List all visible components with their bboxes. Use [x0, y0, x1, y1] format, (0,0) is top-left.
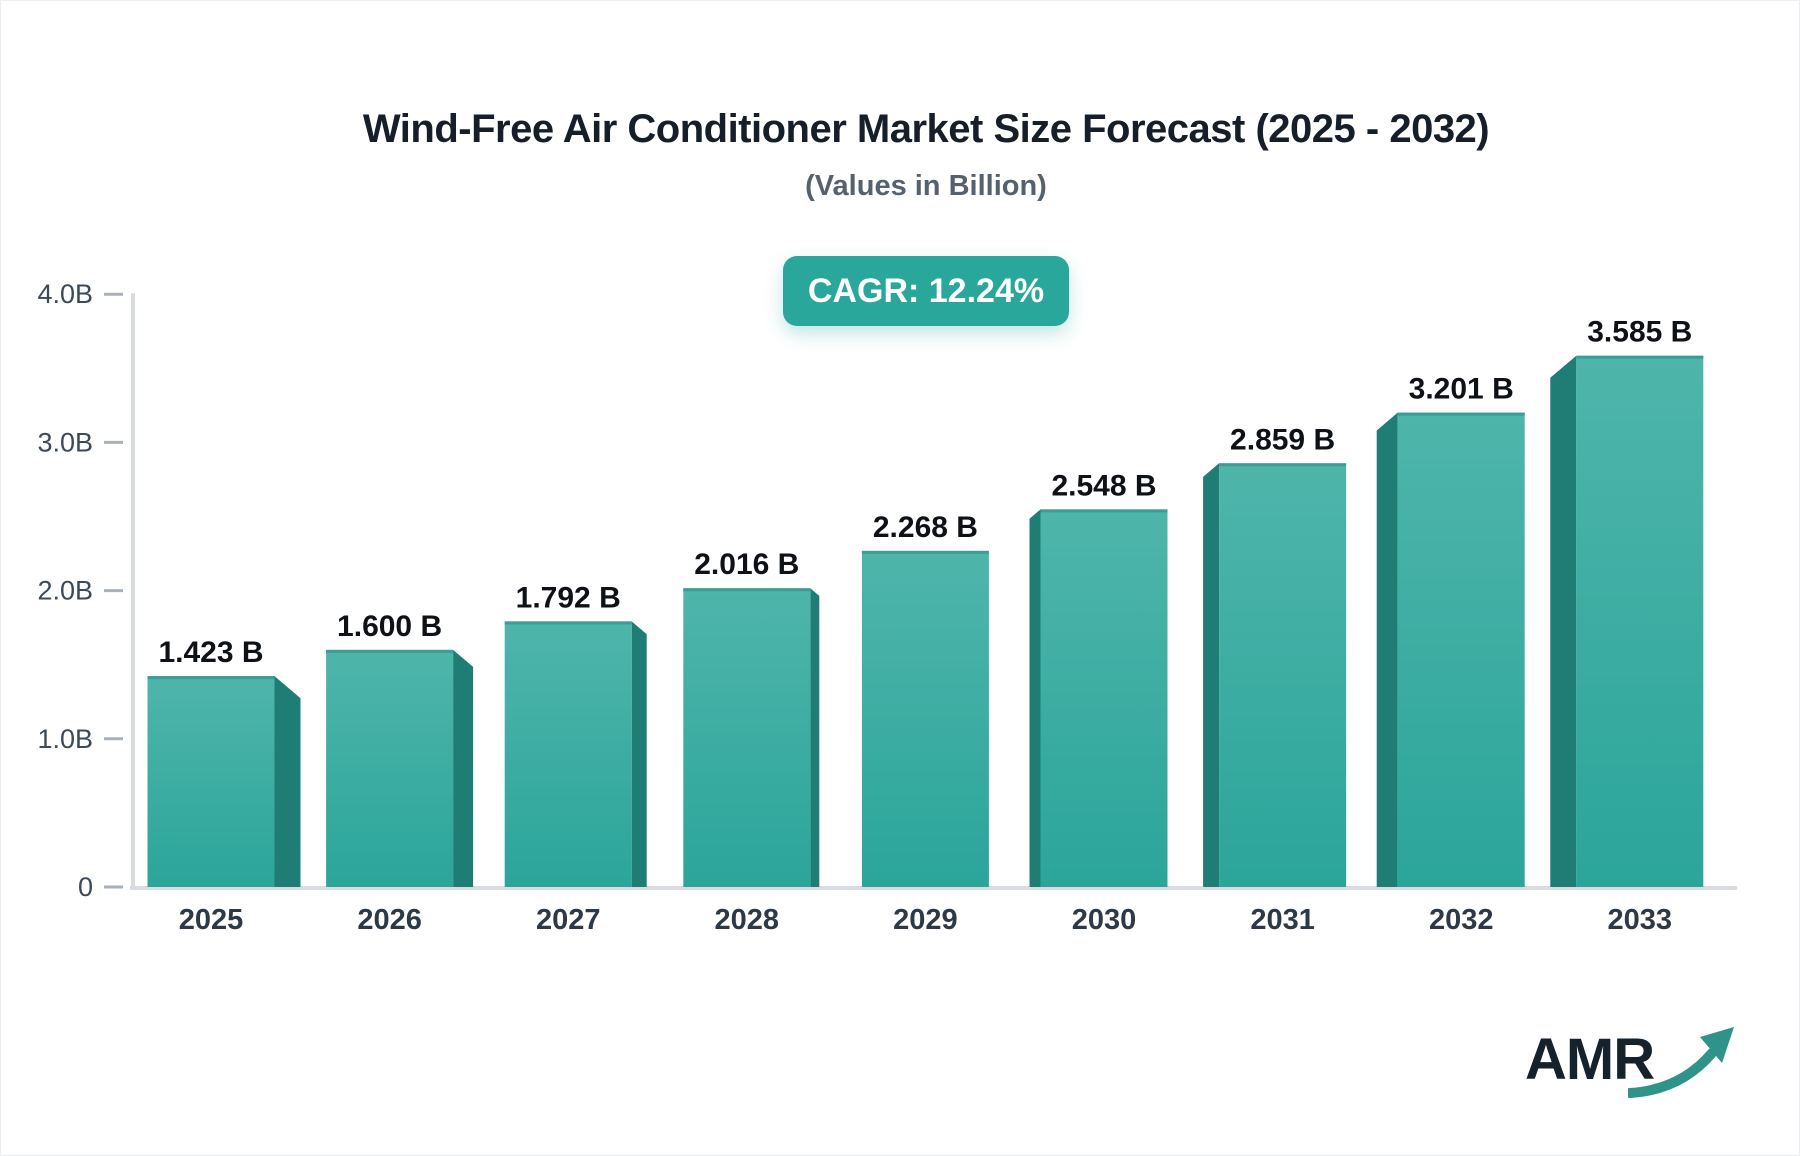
bar-value-label: 2.548 B	[1051, 469, 1156, 502]
bar-value-label: 3.201 B	[1409, 373, 1514, 406]
bar-side-face	[631, 621, 647, 887]
bar-value-label: 1.792 B	[516, 581, 621, 614]
bar	[1576, 355, 1704, 887]
x-axis-label: 2033	[1608, 904, 1673, 936]
bar-group: 1.600 B 2026	[326, 610, 474, 936]
bar-side-face	[274, 676, 301, 887]
bar-side-face	[1203, 463, 1220, 887]
bar-side-face	[1376, 412, 1398, 887]
bar-value-label: 2.016 B	[694, 548, 799, 581]
x-axis-label: 2032	[1429, 904, 1494, 936]
bar	[326, 649, 454, 887]
x-axis-label: 2031	[1250, 904, 1315, 936]
bar	[1397, 412, 1525, 887]
bar	[861, 550, 989, 887]
bar-group: 2.016 B 2028	[683, 548, 820, 936]
bar	[1040, 509, 1168, 887]
y-axis-label: 4.0B	[37, 279, 93, 309]
y-axis-label: 2.0B	[37, 576, 93, 606]
y-axis-label: 3.0B	[37, 427, 93, 457]
x-axis-label: 2026	[357, 904, 422, 936]
x-axis-label: 2027	[536, 904, 601, 936]
amr-logo: AMR	[1525, 1027, 1740, 1103]
x-axis-label: 2025	[179, 904, 244, 936]
chart-header: Wind-Free Air Conditioner Market Size Fo…	[51, 1, 1799, 203]
x-axis-label: 2029	[893, 904, 958, 936]
bar-value-label: 2.268 B	[873, 511, 978, 544]
amr-logo-text: AMR	[1525, 1027, 1655, 1092]
x-axis-label: 2028	[715, 904, 780, 936]
bar	[1219, 463, 1347, 887]
bar-group: 2.268 B 2029	[861, 511, 989, 936]
growth-arrow-icon	[1628, 1027, 1735, 1098]
bar-value-label: 1.600 B	[337, 610, 442, 643]
y-axis-label: 1.0B	[37, 724, 93, 754]
bar-group: 2.859 B 2031	[1203, 423, 1347, 936]
bar-value-label: 1.423 B	[158, 636, 263, 669]
page-subtitle: (Values in Billion)	[805, 170, 1047, 202]
bar-group: 1.423 B 2025	[147, 636, 301, 936]
bar-side-face	[453, 649, 474, 887]
bar-side-face	[1550, 355, 1577, 887]
bar	[504, 621, 632, 887]
page-title: Wind-Free Air Conditioner Market Size Fo…	[362, 107, 1490, 151]
bar-group: 3.201 B 2032	[1376, 373, 1525, 936]
bar	[147, 676, 275, 887]
bar-side-face	[1029, 509, 1041, 887]
y-axis-label: 0	[78, 872, 93, 902]
bar-group: 2.548 B 2030	[1029, 469, 1168, 936]
bar-side-face	[810, 588, 820, 887]
x-axis-label: 2030	[1072, 904, 1137, 936]
bar-group: 3.585 B 2033	[1550, 316, 1704, 936]
cagr-badge: CAGR: 12.24%	[783, 256, 1069, 326]
bar-value-label: 3.585 B	[1587, 316, 1692, 349]
bar	[683, 588, 811, 887]
bar-group: 1.792 B 2027	[504, 581, 647, 936]
bar-value-label: 2.859 B	[1230, 423, 1335, 456]
